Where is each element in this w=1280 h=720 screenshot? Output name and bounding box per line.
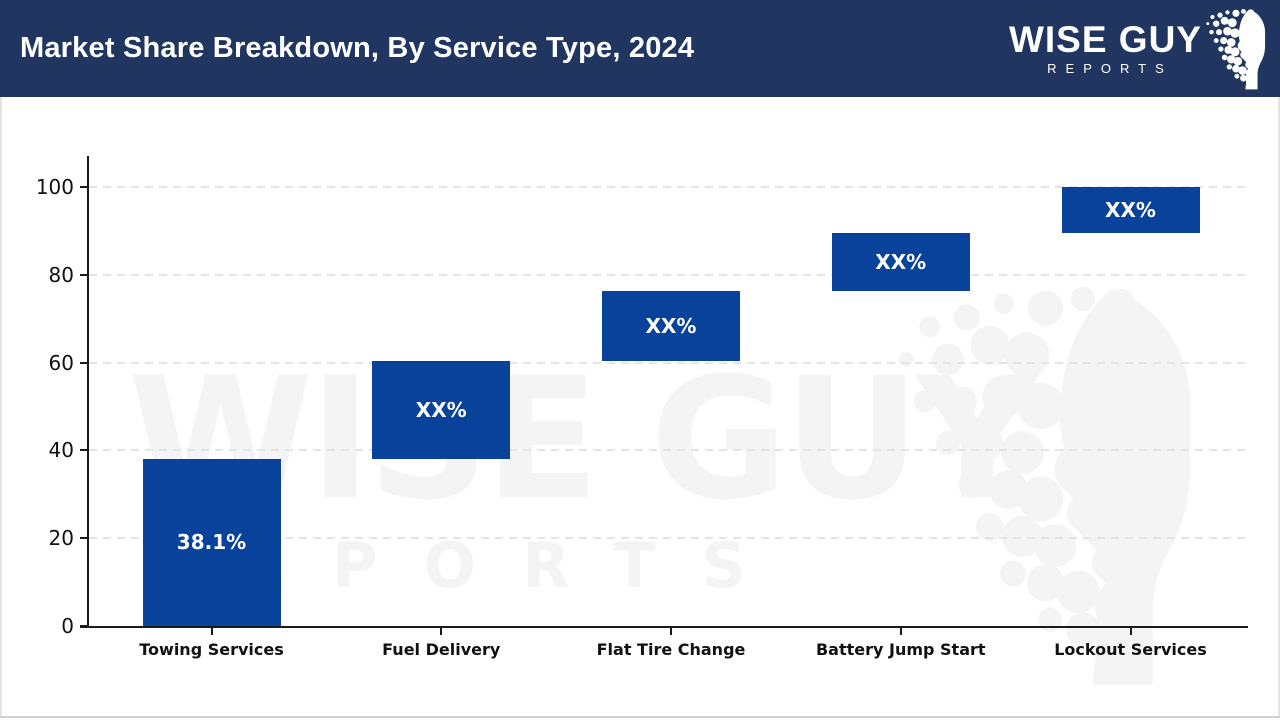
y-tick — [80, 273, 89, 276]
x-tick — [670, 628, 672, 635]
y-tick-label: 60 — [48, 350, 74, 375]
bar-value-label: XX% — [415, 398, 467, 422]
bar-fuel-delivery: XX% — [372, 361, 511, 459]
wiseguy-face-icon — [1206, 8, 1266, 89]
gridline — [89, 273, 1248, 276]
bar-value-label: XX% — [1105, 198, 1156, 223]
x-category-label: Lockout Services — [1054, 640, 1207, 659]
header-bar: Market Share Breakdown, By Service Type,… — [0, 0, 1280, 97]
logo-wordmark: WISE GUY — [1008, 19, 1202, 60]
right-edge-line — [1278, 97, 1280, 716]
bar-flat-tire-change: XX% — [602, 291, 740, 362]
gridline — [89, 537, 1248, 540]
gridline — [89, 186, 1248, 188]
bar-battery-jump-start: XX% — [831, 233, 970, 292]
gridline — [89, 361, 1248, 364]
x-axis — [80, 626, 1248, 628]
wiseguy-logo-text: WISE GUY REPORTS — [1009, 21, 1202, 76]
y-axis — [87, 156, 89, 628]
logo-subtext: REPORTS — [1047, 61, 1173, 76]
x-tick — [440, 628, 443, 635]
x-tick — [899, 628, 902, 635]
x-category-label: Battery Jump Start — [815, 640, 986, 659]
y-tick — [80, 361, 89, 364]
x-category-label: Flat Tire Change — [596, 640, 746, 659]
bar-value-label: XX% — [875, 250, 927, 275]
chart-area: 38.1% XX% XX% XX% XX% 0 20 40 60 80 100 Towing Ser… — [0, 97, 1280, 716]
wiseguy-logo: WISE GUY REPORTS — [1009, 8, 1280, 90]
y-tick-label: 40 — [48, 438, 74, 463]
left-edge-line — [0, 97, 2, 716]
x-category-label: Towing Services — [139, 640, 284, 659]
bar-value-label: XX% — [645, 314, 697, 339]
x-tick — [210, 628, 213, 635]
y-tick-label: 0 — [61, 614, 74, 638]
y-tick — [80, 449, 89, 452]
bar-lockout-services: XX% — [1061, 187, 1200, 234]
y-tick — [80, 186, 89, 188]
bar-value-label: 38.1% — [176, 530, 247, 555]
y-tick-label: 100 — [35, 175, 74, 199]
bar-towing-services: 38.1% — [142, 458, 281, 626]
gridline — [89, 449, 1248, 452]
page-title: Market Share Breakdown, By Service Type,… — [20, 32, 695, 64]
x-tick — [1129, 628, 1132, 635]
x-category-label: Fuel Delivery — [382, 640, 501, 659]
watermark-face-icon — [898, 286, 1190, 685]
bottom-edge-line — [0, 716, 1280, 718]
y-tick-label: 80 — [48, 262, 74, 287]
y-tick-label: 20 — [48, 526, 74, 551]
y-tick — [80, 537, 89, 540]
